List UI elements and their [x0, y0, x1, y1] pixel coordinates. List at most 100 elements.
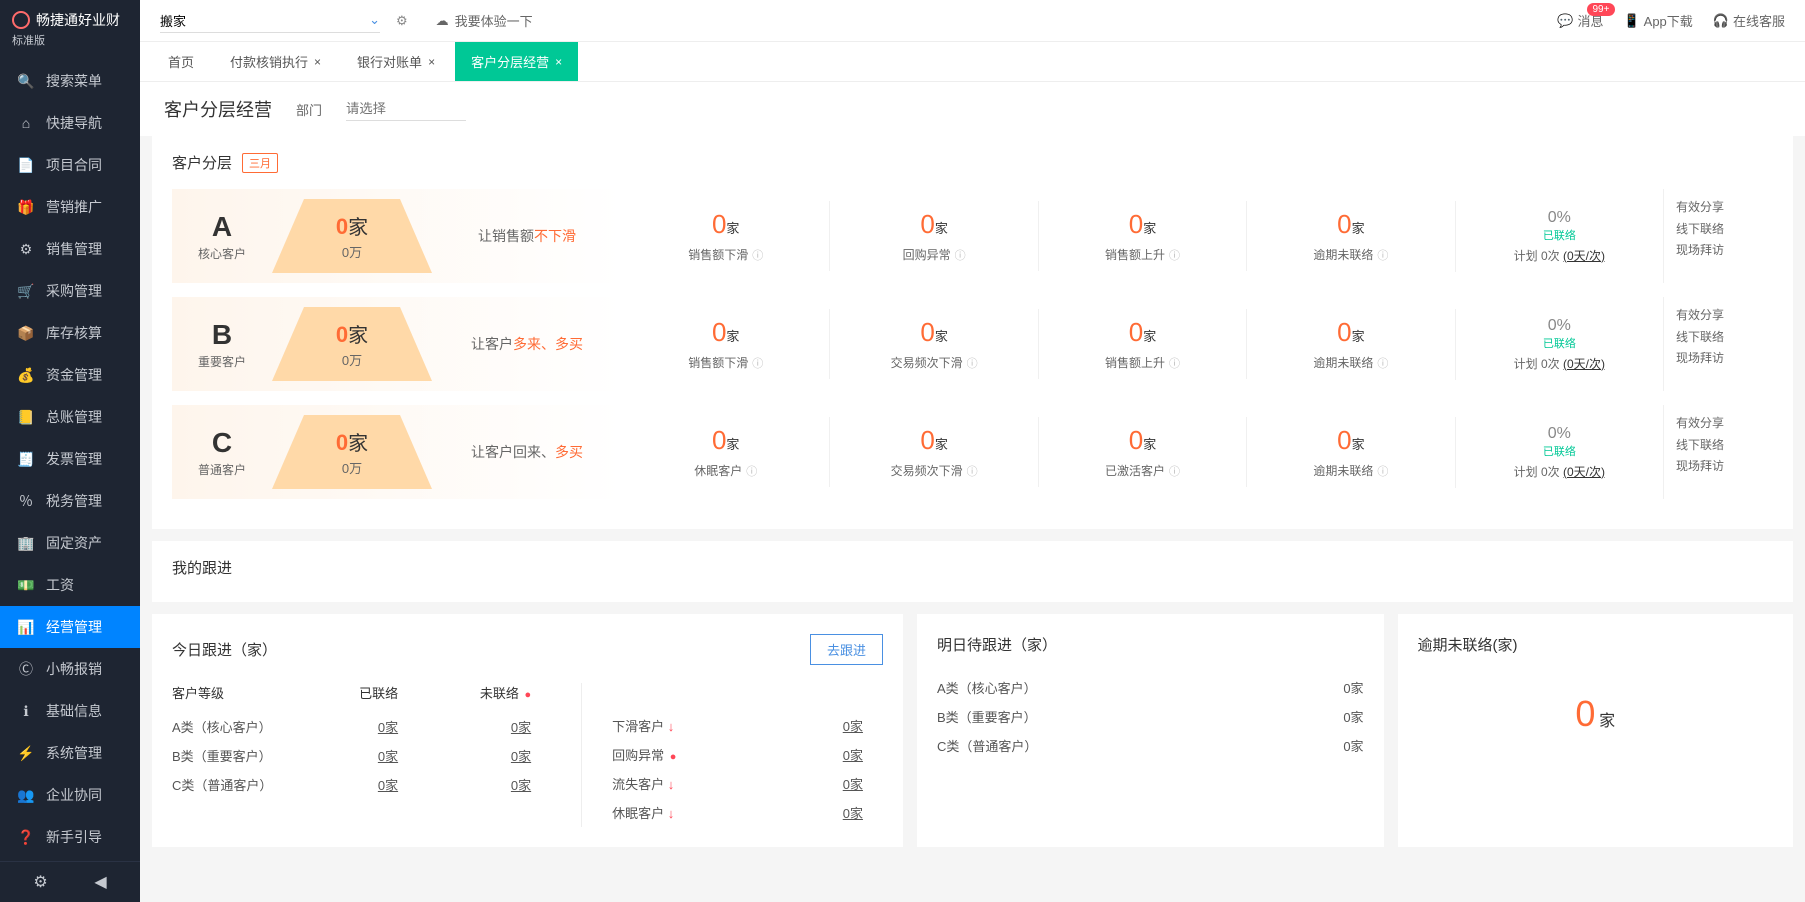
sidebar-item-label: 总账管理 — [46, 407, 102, 427]
sidebar-item-1[interactable]: ⌂快捷导航 — [0, 102, 140, 144]
sidebar-item-label: 工资 — [46, 575, 74, 595]
sidebar-item-16[interactable]: ⚡系统管理 — [0, 732, 140, 774]
sidebar-item-3[interactable]: 🎁营销推广 — [0, 186, 140, 228]
sidebar-item-4[interactable]: ⚙销售管理 — [0, 228, 140, 270]
col-contacted: 已联络 — [285, 683, 418, 702]
today-row-0: A类（核心客户）0家0家 — [172, 712, 551, 741]
settings-icon[interactable]: ⚙ — [33, 872, 47, 892]
sidebar-item-label: 资金管理 — [46, 365, 102, 385]
metric-1-2[interactable]: 0家销售额上升ⓘ — [1038, 309, 1246, 379]
help-icon: ⓘ — [1377, 355, 1388, 371]
chevron-down-icon[interactable]: ⌄ — [369, 12, 380, 28]
sidebar-item-label: 快捷导航 — [46, 113, 102, 133]
metric-1-1[interactable]: 0家交易频次下滑ⓘ — [829, 309, 1037, 379]
customer-service-button[interactable]: 🎧 在线客服 — [1713, 11, 1785, 30]
tab-0[interactable]: 首页 — [152, 42, 210, 81]
col-uncontacted: 未联络 ● — [418, 683, 551, 702]
tier-row-C: C普通客户0家0万让客户回来、多买0家休眠客户ⓘ0家交易频次下滑ⓘ0家已激活客户… — [172, 405, 1773, 499]
message-icon: 💬 — [1557, 13, 1573, 29]
tomorrow-row-0: A类（核心客户）0家 — [937, 673, 1364, 702]
metric-0-0[interactable]: 0家销售额下滑ⓘ — [622, 201, 829, 271]
ledger-icon: 📒 — [18, 409, 34, 425]
collapse-icon[interactable]: ◀ — [94, 872, 106, 892]
sidebar-footer: ⚙ ◀ — [0, 861, 140, 902]
try-experience-button[interactable]: ☁ 我要体验一下 — [436, 11, 533, 30]
tier-badge-A: A核心客户 — [172, 211, 272, 262]
metric-0-pct[interactable]: 0%已联络计划 0次 (0天/次) — [1455, 201, 1663, 272]
phone-icon: 📱 — [1623, 13, 1639, 29]
gift-icon: 🎁 — [18, 199, 34, 215]
metric-2-0[interactable]: 0家休眠客户ⓘ — [622, 417, 829, 487]
sidebar-item-7[interactable]: 💰资金管理 — [0, 354, 140, 396]
dept-select[interactable] — [346, 97, 466, 121]
down-arrow-icon: ↓ — [668, 806, 675, 821]
col-level: 客户等级 — [172, 683, 285, 702]
today-title: 今日跟进（家） — [172, 639, 277, 660]
metric-2-3[interactable]: 0家逾期未联络ⓘ — [1246, 417, 1454, 487]
tab-bar: 首页付款核销执行×银行对账单×客户分层经营× — [140, 42, 1805, 82]
close-icon[interactable]: × — [555, 55, 562, 69]
sidebar-item-11[interactable]: 🏢固定资产 — [0, 522, 140, 564]
tomorrow-row-1: B类（重要客户）0家 — [937, 702, 1364, 731]
sidebar-item-5[interactable]: 🛒采购管理 — [0, 270, 140, 312]
tab-2[interactable]: 银行对账单× — [341, 42, 451, 81]
tomorrow-row-2: C类（普通客户）0家 — [937, 731, 1364, 760]
metric-2-pct[interactable]: 0%已联络计划 0次 (0天/次) — [1455, 417, 1663, 488]
sidebar-item-10[interactable]: ％税务管理 — [0, 480, 140, 522]
logo-icon — [12, 11, 30, 29]
sidebar-item-2[interactable]: 📄项目合同 — [0, 144, 140, 186]
sidebar-item-label: 发票管理 — [46, 449, 102, 469]
sidebar-item-17[interactable]: 👥企业协同 — [0, 774, 140, 816]
gear-icon: ⚙ — [18, 241, 34, 257]
tab-1[interactable]: 付款核销执行× — [214, 42, 337, 81]
messages-button[interactable]: 💬 消息 99+ — [1557, 11, 1603, 30]
sidebar-item-label: 系统管理 — [46, 743, 102, 763]
status-row-0: 下滑客户 ↓0家 — [612, 711, 883, 740]
sidebar-item-label: 采购管理 — [46, 281, 102, 301]
search-input[interactable] — [160, 13, 340, 28]
help-icon: ⓘ — [1169, 355, 1180, 371]
metric-1-pct[interactable]: 0%已联络计划 0次 (0天/次) — [1455, 309, 1663, 380]
share-col-0: 有效分享线下联络现场拜访 — [1663, 189, 1773, 283]
help-icon: ⓘ — [1377, 247, 1388, 263]
metric-1-3[interactable]: 0家逾期未联络ⓘ — [1246, 309, 1454, 379]
close-icon[interactable]: × — [314, 55, 321, 69]
search-box: ⌄ — [160, 8, 380, 33]
metric-0-3[interactable]: 0家逾期未联络ⓘ — [1246, 201, 1454, 271]
tier-slogan-A: 让销售额不下滑 — [432, 226, 622, 246]
metric-0-2[interactable]: 0家销售额上升ⓘ — [1038, 201, 1246, 271]
status-row-3: 休眠客户 ↓0家 — [612, 798, 883, 827]
box-icon: 📦 — [18, 325, 34, 341]
sidebar-item-18[interactable]: ❓新手引导 — [0, 816, 140, 858]
gear-icon[interactable]: ⚙ — [396, 13, 408, 29]
help-icon: ⓘ — [1169, 463, 1180, 479]
sidebar-item-0[interactable]: 🔍搜索菜单 — [0, 60, 140, 102]
tab-3[interactable]: 客户分层经营× — [455, 42, 578, 81]
close-icon[interactable]: × — [428, 55, 435, 69]
help-icon: ⓘ — [967, 463, 978, 479]
sidebar-item-label: 搜索菜单 — [46, 71, 102, 91]
sidebar-item-15[interactable]: ℹ基础信息 — [0, 690, 140, 732]
overdue-title: 逾期未联络(家) — [1418, 634, 1518, 655]
app-download-button[interactable]: 📱 App下载 — [1623, 11, 1692, 30]
sidebar-item-13[interactable]: 📊经营管理 — [0, 606, 140, 648]
sidebar-item-12[interactable]: 💵工资 — [0, 564, 140, 606]
sidebar-item-6[interactable]: 📦 库存核算 — [0, 312, 140, 354]
metric-2-1[interactable]: 0家交易频次下滑ⓘ — [829, 417, 1037, 487]
guide-icon: ❓ — [18, 829, 34, 845]
sidebar-item-9[interactable]: 🧾发票管理 — [0, 438, 140, 480]
metric-2-2[interactable]: 0家已激活客户ⓘ — [1038, 417, 1246, 487]
collab-icon: 👥 — [18, 787, 34, 803]
sidebar-item-label: 税务管理 — [46, 491, 102, 511]
sidebar-item-label: 库存核算 — [46, 323, 102, 343]
overdue-card: 逾期未联络(家) 0 家 — [1398, 614, 1793, 847]
tier-row-A: A核心客户0家0万让销售额不下滑0家销售额下滑ⓘ0家回购异常ⓘ0家销售额上升ⓘ0… — [172, 189, 1773, 283]
overdue-value: 0 — [1575, 693, 1595, 734]
sidebar-item-14[interactable]: Ⓒ小畅报销 — [0, 648, 140, 690]
sidebar-item-8[interactable]: 📒 总账管理 — [0, 396, 140, 438]
today-row-2: C类（普通客户）0家0家 — [172, 770, 551, 799]
metric-0-1[interactable]: 0家回购异常ⓘ — [829, 201, 1037, 271]
go-followup-button[interactable]: 去跟进 — [810, 634, 883, 665]
tomorrow-followup-card: 明日待跟进（家） A类（核心客户）0家B类（重要客户）0家C类（普通客户）0家 — [917, 614, 1384, 847]
metric-1-0[interactable]: 0家销售额下滑ⓘ — [622, 309, 829, 379]
